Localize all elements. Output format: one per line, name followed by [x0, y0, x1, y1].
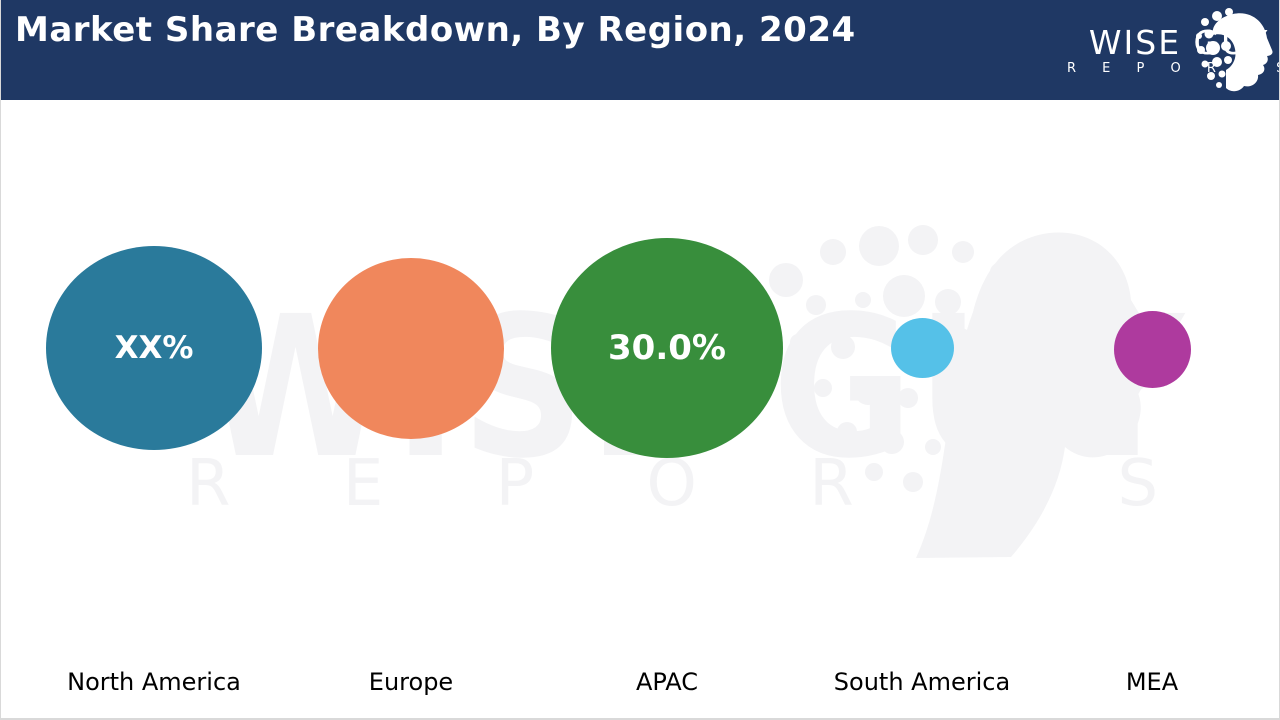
region-label-north-america: North America: [67, 668, 241, 696]
bubble-value-label: 30.0%: [608, 328, 726, 368]
watermark-line2: R E P O R T S: [186, 447, 1204, 521]
bubble-south-america[interactable]: [890, 318, 954, 378]
wiseguy-logo: WISE GUY R E P O R T S: [1023, 6, 1279, 94]
region-label-south-america: South America: [833, 668, 1011, 696]
bubble-mea[interactable]: [1113, 310, 1191, 388]
header: Market Share Breakdown, By Region, 2024 …: [1, 0, 1279, 100]
region-label-apac: APAC: [635, 668, 699, 696]
region-label-mea: MEA: [1125, 668, 1179, 696]
bubble-europe[interactable]: [318, 257, 504, 439]
bubble-north-america[interactable]: XX%: [46, 246, 262, 450]
bubble-value-label: XX%: [114, 330, 194, 366]
chart-area: WISE GUY R E P O R T S XX%: [1, 100, 1279, 718]
region-label-europe: Europe: [368, 668, 454, 696]
chart-title: Market Share Breakdown, By Region, 2024: [15, 10, 856, 50]
bubble-apac[interactable]: 30.0%: [551, 238, 783, 458]
logo-face-icon: [1196, 8, 1273, 92]
